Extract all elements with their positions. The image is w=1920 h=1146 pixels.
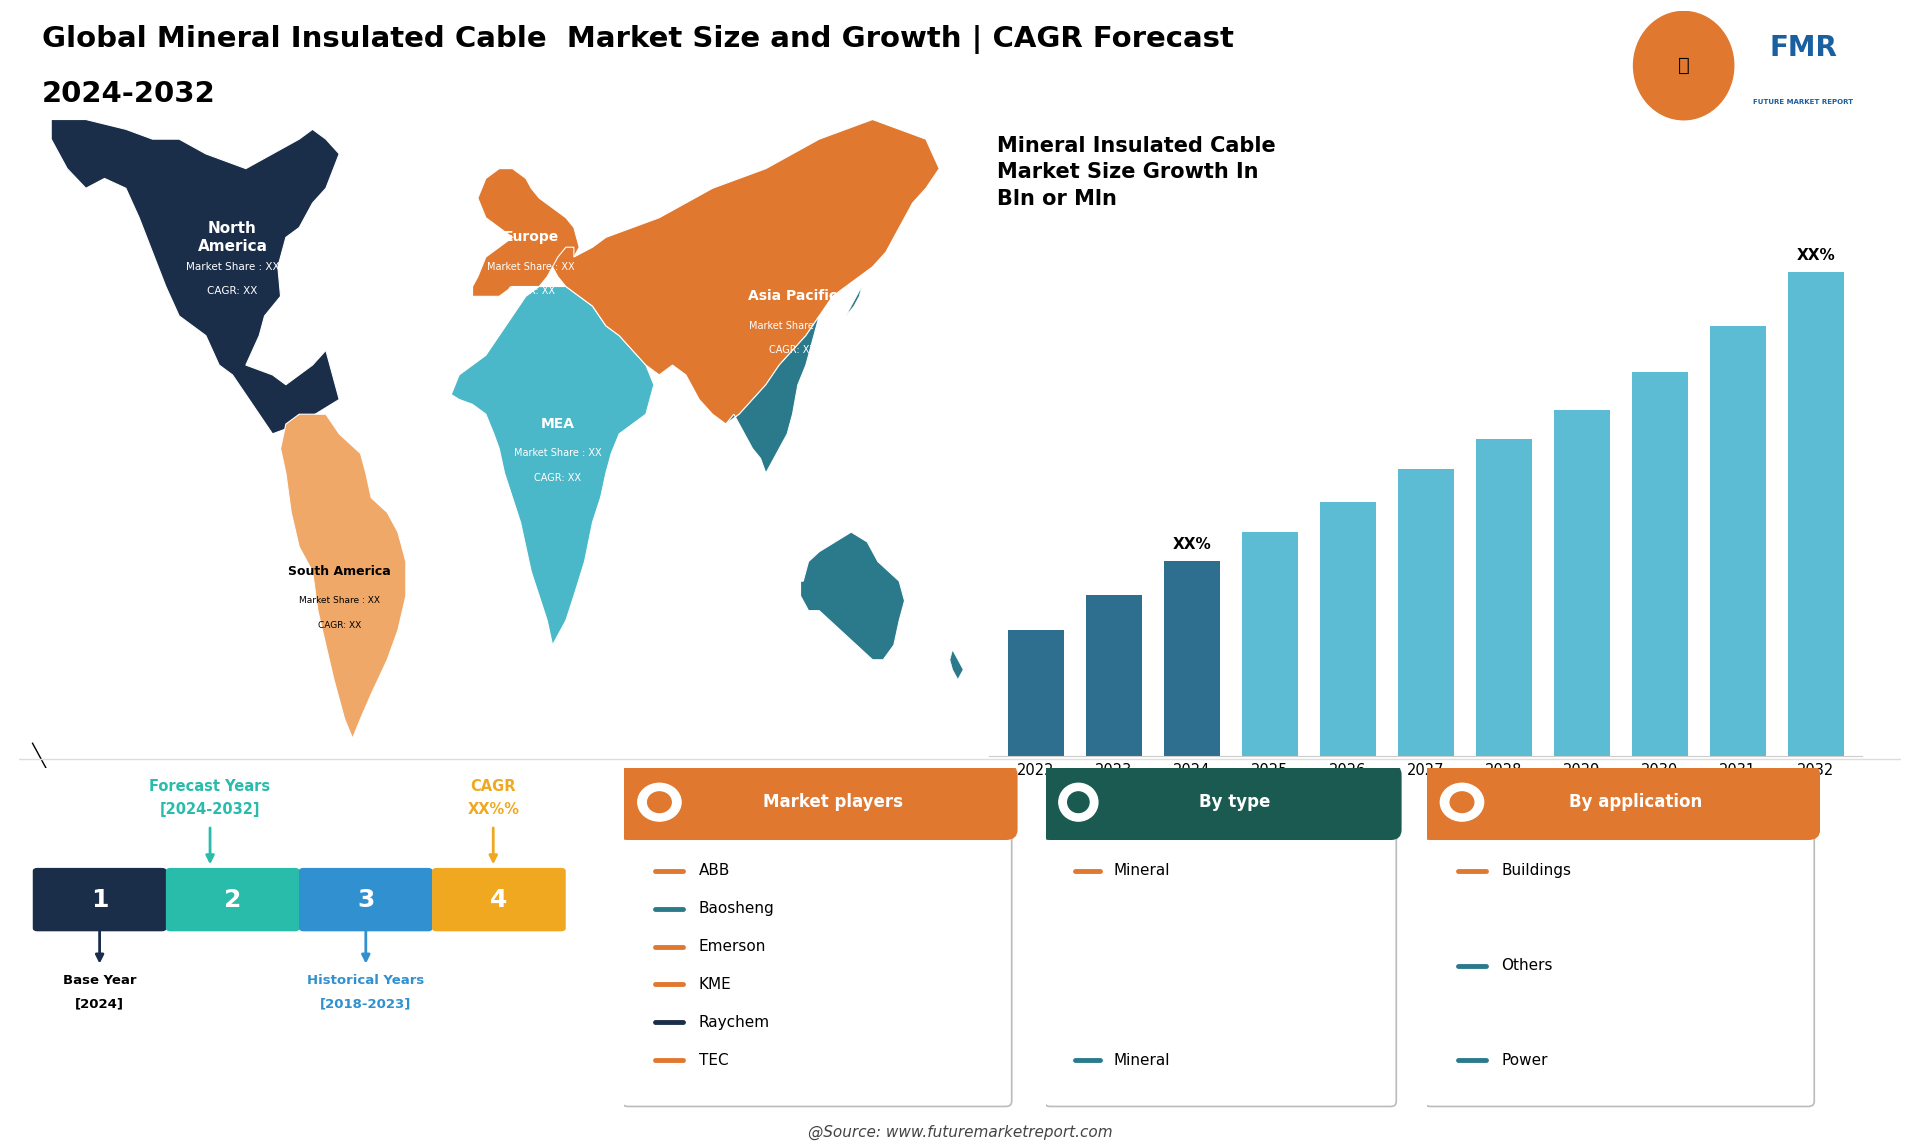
Circle shape <box>1058 784 1098 821</box>
Text: XX%: XX% <box>1173 537 1212 552</box>
Circle shape <box>1634 11 1734 120</box>
Text: North
America: North America <box>198 221 267 253</box>
Bar <box>1709 325 1766 756</box>
Text: Forecast Years: Forecast Years <box>150 779 271 794</box>
Text: TEC: TEC <box>699 1052 728 1068</box>
FancyBboxPatch shape <box>300 868 432 932</box>
FancyBboxPatch shape <box>1419 764 1820 840</box>
Text: Others: Others <box>1501 958 1553 973</box>
Polygon shape <box>451 286 655 645</box>
Text: CAGR: XX: CAGR: XX <box>507 286 555 297</box>
Text: CAGR: CAGR <box>470 779 516 794</box>
Text: XX%: XX% <box>1797 248 1836 262</box>
Polygon shape <box>280 414 405 738</box>
Bar <box>1788 272 1843 756</box>
Text: Market Share : XX: Market Share : XX <box>515 448 601 458</box>
Text: Global Mineral Insulated Cable  Market Size and Growth | CAGR Forecast: Global Mineral Insulated Cable Market Si… <box>42 25 1235 54</box>
Bar <box>1008 630 1064 756</box>
Circle shape <box>637 784 682 821</box>
Text: [2018-2023]: [2018-2023] <box>321 997 411 1010</box>
Circle shape <box>1068 792 1089 813</box>
Text: CAGR: XX: CAGR: XX <box>207 286 257 297</box>
FancyBboxPatch shape <box>1039 764 1402 840</box>
FancyBboxPatch shape <box>165 868 300 932</box>
Text: @Source: www.futuremarketreport.com: @Source: www.futuremarketreport.com <box>808 1125 1112 1140</box>
Text: Market Share : XX: Market Share : XX <box>186 261 278 272</box>
Text: Mineral Insulated Cable
Market Size Growth In
Bln or Mln: Mineral Insulated Cable Market Size Grow… <box>996 135 1275 209</box>
Text: FUTURE MARKET REPORT: FUTURE MARKET REPORT <box>1753 99 1853 104</box>
Text: Power: Power <box>1501 1052 1548 1068</box>
Polygon shape <box>847 286 862 316</box>
Text: 3: 3 <box>357 888 374 911</box>
Text: South America: South America <box>288 565 390 578</box>
Polygon shape <box>726 316 820 473</box>
Polygon shape <box>52 119 340 434</box>
Text: ABB: ABB <box>699 863 730 879</box>
Bar <box>1632 372 1688 756</box>
Circle shape <box>1450 792 1475 813</box>
Text: Buildings: Buildings <box>1501 863 1571 879</box>
Text: [2024]: [2024] <box>75 997 125 1010</box>
FancyBboxPatch shape <box>616 764 1018 840</box>
Bar <box>1319 502 1375 756</box>
Polygon shape <box>472 168 580 297</box>
Text: 2: 2 <box>225 888 242 911</box>
Bar <box>1398 469 1453 756</box>
Text: CAGR: XX: CAGR: XX <box>534 473 582 484</box>
Text: Raychem: Raychem <box>699 1014 770 1030</box>
Text: Historical Years: Historical Years <box>307 974 424 987</box>
Circle shape <box>1440 784 1484 821</box>
Text: 2024-2032: 2024-2032 <box>42 80 215 108</box>
Text: XX%%: XX%% <box>467 802 518 817</box>
Text: By application: By application <box>1569 793 1701 811</box>
Bar <box>1085 595 1142 756</box>
Bar <box>1475 439 1532 756</box>
Text: Market players: Market players <box>762 793 902 811</box>
Text: CAGR: XX: CAGR: XX <box>317 621 361 630</box>
Text: MEA: MEA <box>541 417 574 431</box>
Text: Market Share : XX: Market Share : XX <box>488 261 574 272</box>
Text: 🔍: 🔍 <box>1678 56 1690 76</box>
Text: CAGR: XX: CAGR: XX <box>770 345 816 355</box>
FancyBboxPatch shape <box>432 868 566 932</box>
Polygon shape <box>950 650 964 680</box>
Text: [2024-2032]: [2024-2032] <box>159 802 261 817</box>
Text: Asia Pacific: Asia Pacific <box>749 289 837 304</box>
Polygon shape <box>553 119 939 424</box>
Text: KME: KME <box>699 976 732 992</box>
Text: Mineral: Mineral <box>1114 863 1171 879</box>
Bar <box>1242 532 1298 756</box>
Bar <box>1164 562 1219 756</box>
Text: Baosheng: Baosheng <box>699 901 774 917</box>
Text: Market Share : XX: Market Share : XX <box>300 596 380 605</box>
Text: Base Year: Base Year <box>63 974 136 987</box>
Text: By type: By type <box>1198 793 1271 811</box>
Text: 4: 4 <box>490 888 507 911</box>
Text: 1: 1 <box>90 888 108 911</box>
Text: Europe: Europe <box>503 230 559 244</box>
Text: Mineral: Mineral <box>1114 1052 1171 1068</box>
Text: FMR: FMR <box>1770 33 1837 62</box>
Text: Emerson: Emerson <box>699 939 766 955</box>
Polygon shape <box>801 532 904 660</box>
FancyBboxPatch shape <box>33 868 167 932</box>
Bar <box>1553 410 1609 756</box>
Circle shape <box>647 792 672 813</box>
Text: Market Share : XX: Market Share : XX <box>749 321 837 331</box>
